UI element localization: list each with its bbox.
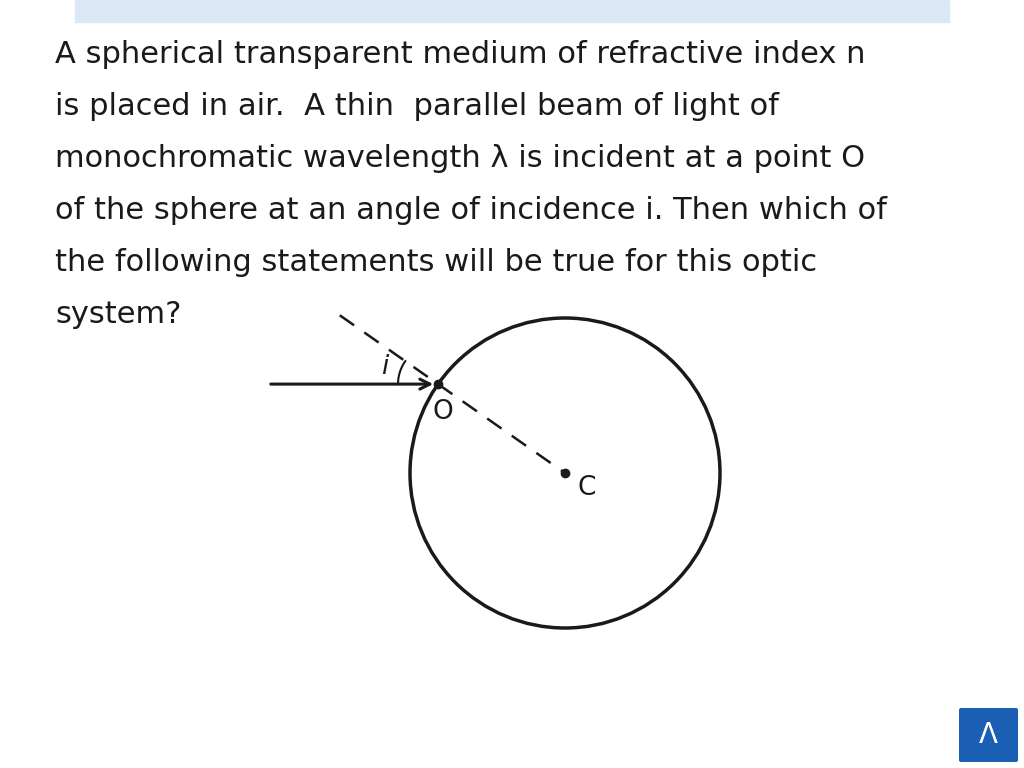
Text: i: i	[381, 354, 388, 380]
Text: is placed in air.  A thin  parallel beam of light of: is placed in air. A thin parallel beam o…	[55, 92, 779, 121]
Text: the following statements will be true for this optic: the following statements will be true fo…	[55, 248, 817, 277]
Bar	[75, 0, 949, 22]
Text: Λ: Λ	[979, 721, 998, 749]
Text: of the sphere at an angle of incidence i. Then which of: of the sphere at an angle of incidence i…	[55, 196, 887, 225]
Text: system?: system?	[55, 300, 181, 329]
Text: monochromatic wavelength λ is incident at a point O: monochromatic wavelength λ is incident a…	[55, 144, 865, 173]
Text: A spherical transparent medium of refractive index n: A spherical transparent medium of refrac…	[55, 40, 865, 69]
FancyBboxPatch shape	[959, 708, 1018, 762]
Text: O: O	[433, 399, 454, 425]
Text: C: C	[578, 475, 596, 501]
